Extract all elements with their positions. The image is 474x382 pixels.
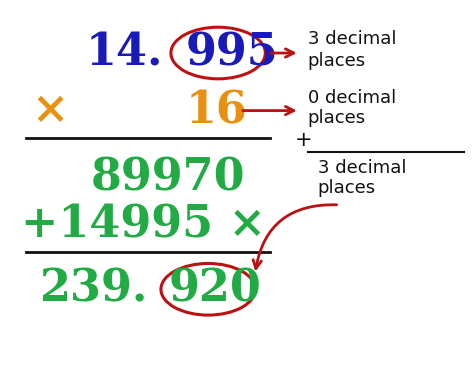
- Text: 239.: 239.: [39, 268, 147, 311]
- Text: ×: ×: [31, 89, 68, 132]
- Text: 0 decimal: 0 decimal: [308, 89, 396, 107]
- Text: +: +: [295, 130, 312, 151]
- Text: 14.: 14.: [86, 31, 164, 74]
- Text: places: places: [308, 108, 366, 126]
- Text: 920: 920: [168, 268, 261, 311]
- Text: places: places: [318, 179, 376, 197]
- Text: 3 decimal: 3 decimal: [308, 30, 396, 48]
- Text: places: places: [308, 52, 366, 70]
- Text: 16: 16: [185, 89, 247, 132]
- Text: 3 decimal: 3 decimal: [318, 159, 406, 177]
- Text: +14995 ×: +14995 ×: [21, 203, 266, 246]
- Text: 995: 995: [185, 31, 278, 74]
- Text: 89970: 89970: [91, 157, 246, 199]
